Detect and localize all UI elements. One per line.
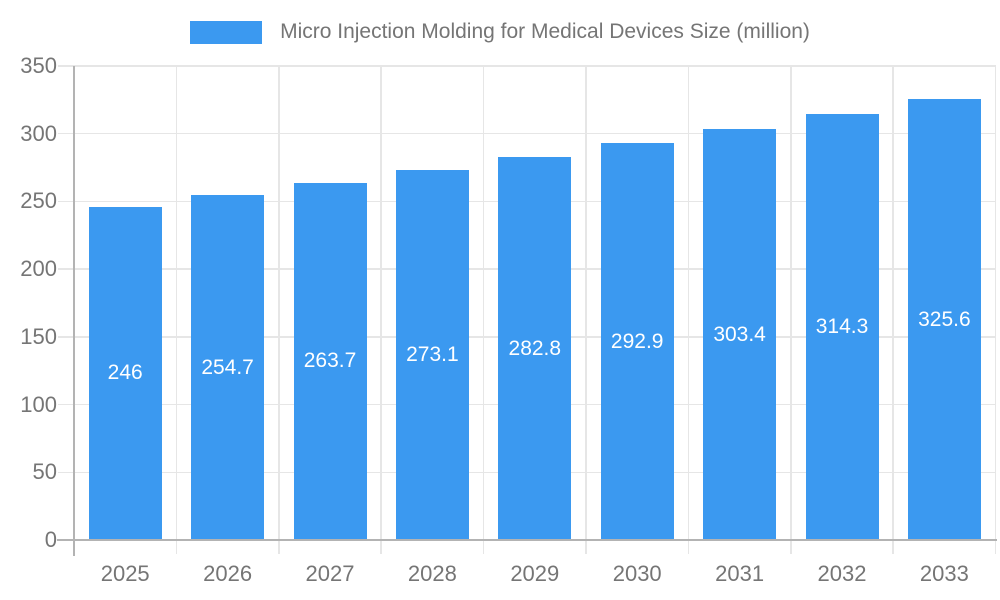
legend-swatch <box>190 20 263 44</box>
y-axis-tick-label: 150 <box>20 323 57 349</box>
x-axis-tick-label: 2030 <box>612 561 662 586</box>
y-axis-tick-label: 0 <box>44 527 57 552</box>
bar-2033[interactable] <box>907 99 981 540</box>
y-axis-tick-label: 350 <box>20 53 57 78</box>
x-gridline <box>175 66 178 554</box>
x-gridline <box>482 66 485 554</box>
bar-value-label: 314.3 <box>815 315 869 339</box>
bar-2031[interactable] <box>703 129 777 540</box>
bar-2032[interactable] <box>805 114 879 540</box>
x-axis-tick-label: 2033 <box>919 561 969 586</box>
x-gridline <box>585 66 587 554</box>
x-axis-tick-label: 2028 <box>407 561 457 586</box>
bar-2030[interactable] <box>600 143 674 540</box>
y-axis-tick-label: 250 <box>20 188 57 214</box>
x-gridline <box>278 66 280 554</box>
bar-2029[interactable] <box>498 157 572 540</box>
y-axis-tick-label: 300 <box>20 120 57 146</box>
bar-value-label: 303.4 <box>713 322 766 346</box>
bar-2027[interactable] <box>293 182 367 540</box>
y-axis-tick-label: 100 <box>20 391 57 417</box>
bar-value-label: 254.7 <box>201 355 254 379</box>
x-axis-tick-label: 2032 <box>817 561 867 586</box>
bar-2026[interactable] <box>191 195 265 540</box>
x-axis-tick-label: 2027 <box>305 561 355 586</box>
legend-label: Micro Injection Molding for Medical Devi… <box>280 20 810 43</box>
bar-2025[interactable] <box>88 206 162 540</box>
bar-value-label: 246 <box>107 361 143 385</box>
x-gridline <box>687 66 690 554</box>
x-gridline <box>380 66 382 554</box>
legend[interactable]: Micro Injection Molding for Medical Devi… <box>0 20 1000 44</box>
x-axis-tick-label: 2029 <box>510 561 560 586</box>
x-axis-tick-label: 2026 <box>203 561 253 586</box>
x-axis-tick-label: 2031 <box>715 561 765 586</box>
bar-2028[interactable] <box>395 170 469 540</box>
y-axis-tick-label: 200 <box>20 256 57 282</box>
y-axis-line <box>73 66 75 556</box>
y-gridline <box>58 65 996 67</box>
x-gridline <box>892 66 894 554</box>
x-axis-line <box>57 539 997 541</box>
x-gridline <box>994 66 997 554</box>
x-gridline <box>790 66 792 554</box>
bar-value-label: 325.6 <box>918 307 971 331</box>
bar-value-label: 273.1 <box>406 343 459 367</box>
bar-value-label: 263.7 <box>303 349 357 373</box>
x-axis-tick-label: 2025 <box>100 561 150 586</box>
bar-value-label: 292.9 <box>610 329 664 353</box>
y-axis-tick-label: 50 <box>32 459 57 485</box>
bar-value-label: 282.8 <box>508 336 562 360</box>
y-gridline <box>58 132 996 135</box>
